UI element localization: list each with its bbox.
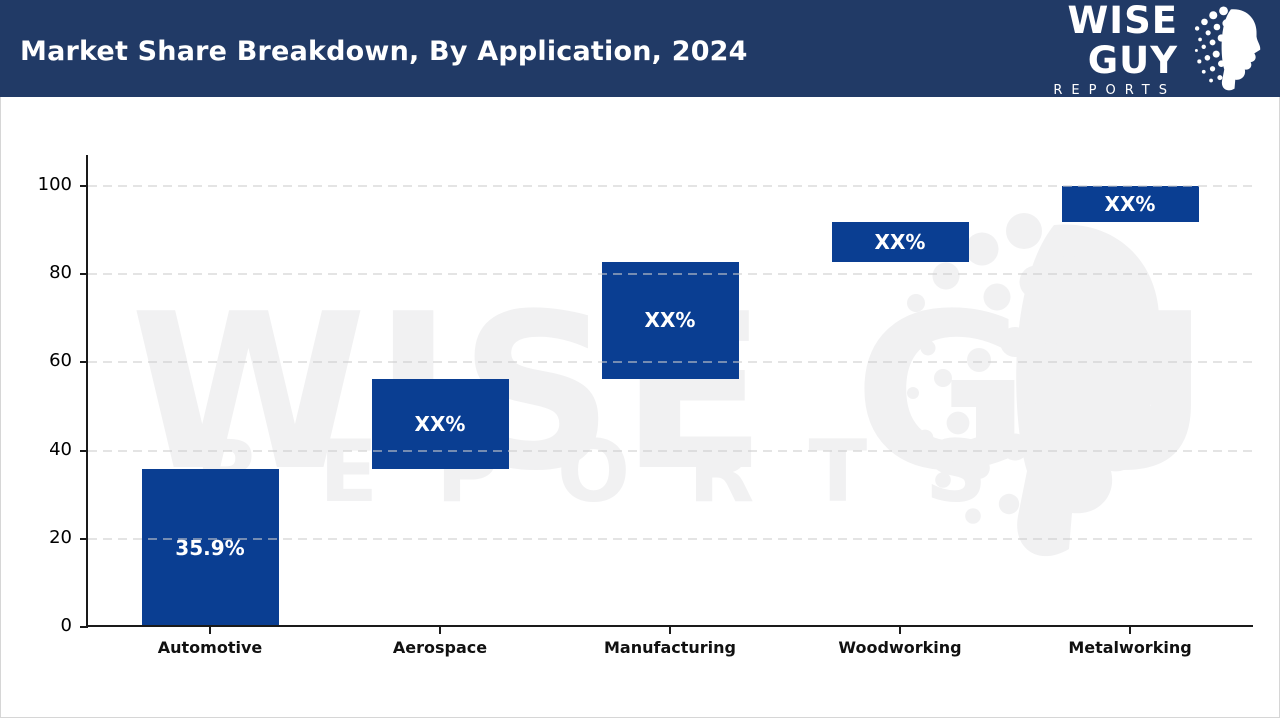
x-category-label-woodworking: Woodworking xyxy=(838,638,962,657)
logo-face-icon xyxy=(1194,6,1261,91)
watermark-subtext: REPORTS xyxy=(195,422,1046,522)
y-tick-label-0: 0 xyxy=(60,615,72,636)
x-category-label-aerospace: Aerospace xyxy=(392,638,488,657)
x-tick-mark-aerospace xyxy=(439,627,441,634)
y-axis-line xyxy=(86,155,88,628)
y-tick-label-100: 100 xyxy=(37,173,72,195)
bar-aerospace: XX% xyxy=(371,379,509,469)
chart-canvas: WISE GU REPORTS 35.9% XX% XX% XX% XX% 0 20 40 6… xyxy=(0,97,1280,720)
y-tick-mark-80 xyxy=(80,273,87,276)
y-tick-mark-20 xyxy=(80,537,87,540)
y-tick-mark-0 xyxy=(80,626,87,628)
gridline-80 xyxy=(88,273,1252,276)
logo-subtext: REPORTS xyxy=(1053,82,1176,98)
logo-wordmark: WISE GUY xyxy=(1067,0,1178,82)
wise-guy-logo: WISE GUY REPORTS xyxy=(1018,0,1268,98)
x-category-label-metalworking: Metalworking xyxy=(1068,638,1192,657)
x-tick-mark-metalworking xyxy=(1129,627,1131,634)
x-tick-mark-manufacturing xyxy=(669,627,671,634)
y-tick-label-60: 60 xyxy=(49,350,72,372)
plot-area: 35.9% XX% XX% XX% XX% xyxy=(88,155,1252,627)
y-tick-label-20: 20 xyxy=(49,526,72,548)
y-tick-mark-100 xyxy=(80,184,87,187)
bar-label-manufacturing: XX% xyxy=(644,308,696,333)
watermark-face-icon xyxy=(907,213,1175,557)
y-tick-mark-60 xyxy=(80,361,87,364)
bar-label-woodworking: XX% xyxy=(874,229,926,254)
gridline-40 xyxy=(88,449,1252,452)
x-axis-line xyxy=(86,625,1253,627)
gridline-60 xyxy=(88,361,1252,364)
x-tick-mark-automotive xyxy=(209,627,211,634)
bar-label-automotive: 35.9% xyxy=(175,535,245,560)
x-category-label-automotive: Automotive xyxy=(157,638,263,657)
bar-label-aerospace: XX% xyxy=(414,411,466,436)
y-tick-mark-40 xyxy=(80,449,87,452)
bar-automotive: 35.9% xyxy=(141,468,279,627)
bar-label-metalworking: XX% xyxy=(1104,191,1156,216)
page-title: Market Share Breakdown, By Application, … xyxy=(20,36,748,67)
bar-manufacturing: XX% xyxy=(601,261,739,380)
gridline-20 xyxy=(88,537,1252,540)
gridline-100 xyxy=(88,184,1252,187)
header-bar: Market Share Breakdown, By Application, … xyxy=(0,0,1280,98)
x-tick-mark-woodworking xyxy=(899,627,901,634)
bar-metalworking: XX% xyxy=(1061,185,1199,223)
x-category-label-manufacturing: Manufacturing xyxy=(604,638,736,657)
y-tick-label-40: 40 xyxy=(49,438,72,460)
y-tick-label-80: 80 xyxy=(49,262,72,284)
bar-woodworking: XX% xyxy=(831,222,969,262)
logo-text: WISE GUY REPORTS xyxy=(1018,0,1178,98)
